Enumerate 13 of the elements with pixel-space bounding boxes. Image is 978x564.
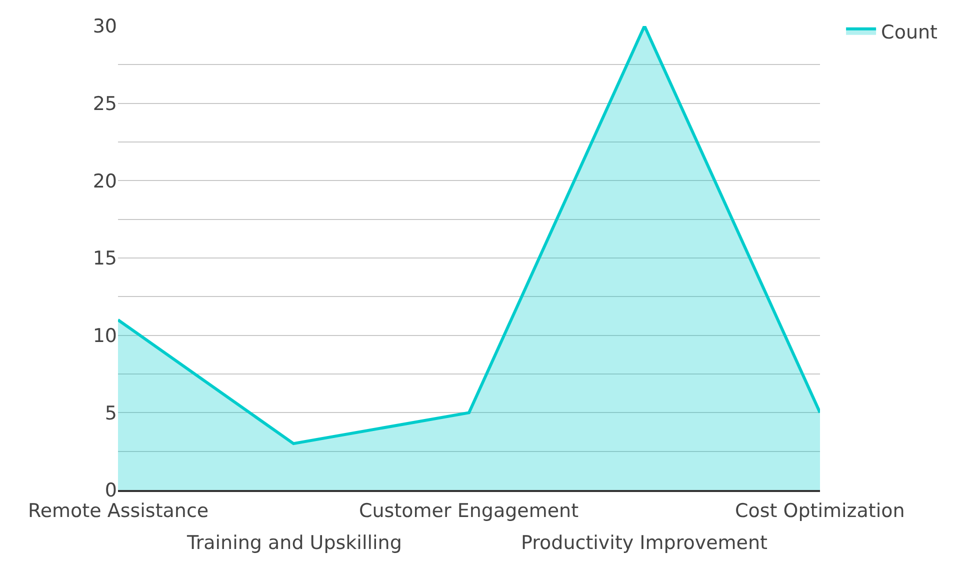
y-tick-label: 0 (104, 480, 117, 502)
y-tick-label: 30 (92, 16, 117, 38)
y-tick-label: 25 (92, 92, 117, 115)
x-tick-label: Training and Upskilling (186, 532, 402, 554)
y-tick-label: 15 (92, 248, 117, 270)
y-tick-label: 5 (104, 402, 117, 424)
x-tick-label: Productivity Improvement (521, 532, 768, 554)
x-tick-label: Cost Optimization (735, 500, 905, 522)
x-tick-label: Customer Engagement (359, 500, 579, 522)
y-tick-label: 20 (92, 170, 117, 192)
legend-label: Count (881, 21, 938, 44)
y-tick-label: 10 (92, 324, 117, 347)
x-tick-label: Remote Assistance (28, 500, 209, 522)
